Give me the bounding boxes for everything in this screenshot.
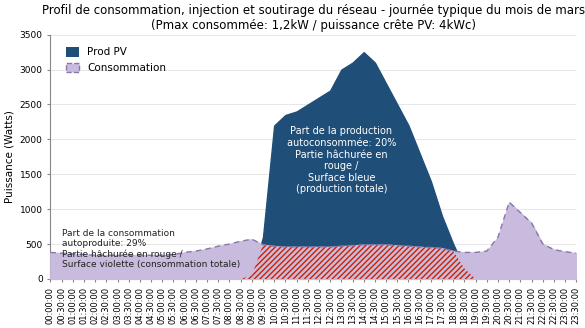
Text: Part de la production
autoconsommée: 20%
Partie hâchurée en
rouge /
Surface bleu: Part de la production autoconsommée: 20%… <box>287 126 396 194</box>
Legend: Prod PV, Consommation: Prod PV, Consommation <box>66 47 166 73</box>
Y-axis label: Puissance (Watts): Puissance (Watts) <box>4 111 14 203</box>
Text: Part de la consommation
autoproduite: 29%
Partie hâchurée en rouge /
Surface vio: Part de la consommation autoproduite: 29… <box>62 229 240 269</box>
Title: Profil de consommation, injection et soutirage du réseau - journée typique du mo: Profil de consommation, injection et sou… <box>42 4 585 32</box>
